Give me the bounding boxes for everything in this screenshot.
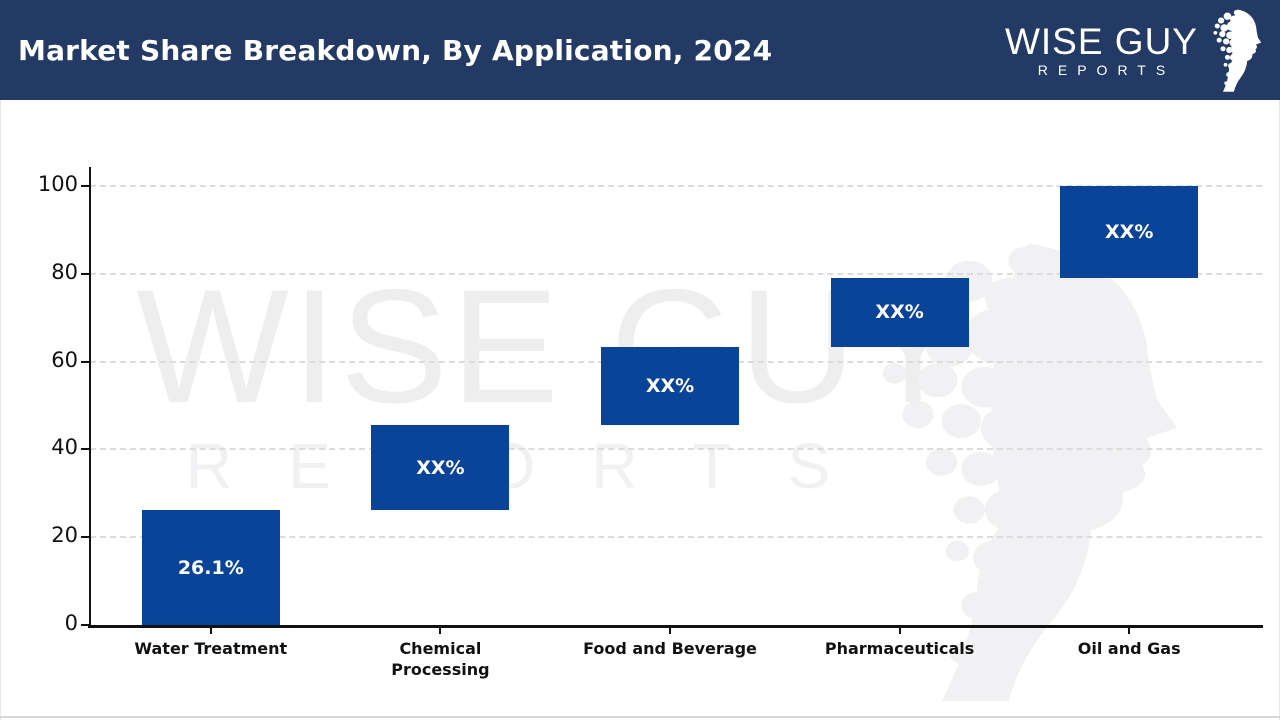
wiseguy-head-icon [1213,9,1262,92]
wiseguy-logo: WISE GUY REPORTS [1005,0,1272,100]
y-tick-label: 40 [51,435,78,460]
bar-value-label: XX% [875,301,924,324]
bottom-rule [0,716,1280,718]
x-tick-mark [669,627,671,634]
category-label-oil-and-gas: Oil and Gas [1077,639,1181,658]
bar-food-and-beverage: XX% [601,347,739,426]
bar-value-label: 26.1% [177,556,244,579]
y-tick-mark [81,185,89,187]
x-tick-mark [209,627,212,634]
bar-chemical-processing: XX% [371,425,510,511]
x-axis-spine [88,625,1263,628]
wiseguy-logo-text: WISE GUY REPORTS [1005,23,1198,77]
bar-value-label: XX% [1105,220,1154,243]
category-label-water-treatment: Water Treatment [134,639,288,658]
page-title: Market Share Breakdown, By Application, … [18,33,773,67]
gridline-y80 [90,272,1262,275]
y-tick-mark [81,448,89,451]
left-edge-line [0,100,1,720]
y-tick-mark [81,360,89,363]
bar-pharmaceuticals: XX% [830,277,969,348]
bar-water-treatment: 26.1% [141,510,280,625]
y-tick-mark [81,272,89,275]
bar-value-label: XX% [416,456,465,479]
y-tick-mark [81,624,89,626]
y-tick-label: 0 [64,611,78,635]
logo-subtitle: REPORTS [1037,62,1176,78]
category-label-food-and-beverage: Food and Beverage [583,639,757,658]
gridline-y100 [90,185,1262,187]
y-axis-spine [89,167,91,627]
category-label-pharmaceuticals: Pharmaceuticals [824,639,975,658]
y-tick-label: 80 [51,259,78,284]
watermark-subtitle: REPORTS [186,430,887,502]
header-bar: Market Share Breakdown, By Application, … [0,0,1280,100]
bar-oil-and-gas: XX% [1060,186,1199,278]
x-tick-mark [898,627,901,634]
gridline-y40 [90,448,1262,451]
y-tick-label: 100 [37,172,78,196]
x-tick-mark [1128,627,1131,634]
bar-value-label: XX% [645,375,695,398]
logo-wordmark: WISE GUY [1004,21,1198,62]
x-tick-mark [439,627,442,634]
y-tick-mark [81,536,89,539]
y-tick-label: 60 [51,347,78,372]
gridline-y20 [90,536,1262,539]
category-label-chemical-processing: Chemical Processing [391,639,490,679]
y-tick-label: 20 [51,523,78,548]
